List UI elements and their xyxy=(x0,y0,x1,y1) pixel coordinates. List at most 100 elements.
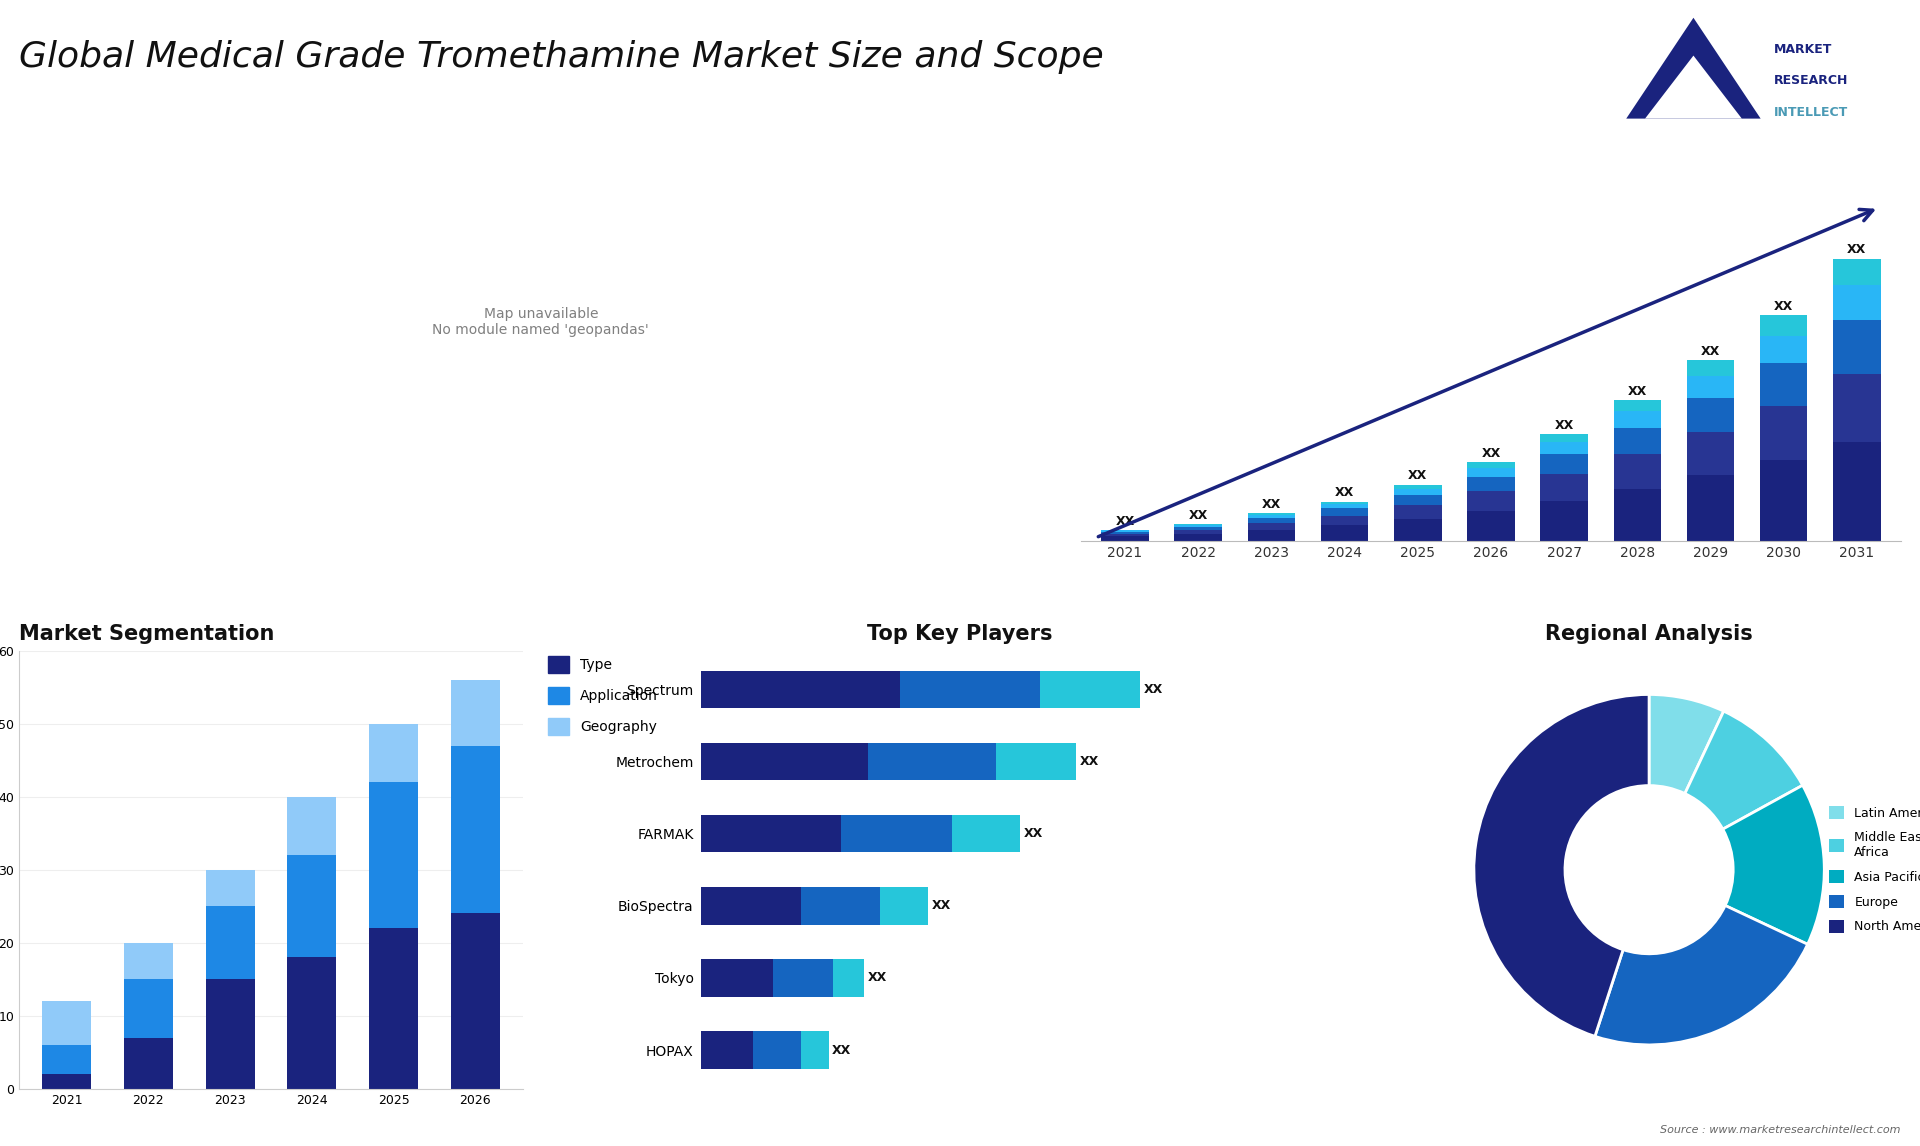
Bar xyxy=(1540,455,1588,474)
Bar xyxy=(123,943,173,979)
Text: XX: XX xyxy=(1701,345,1720,358)
Bar xyxy=(1321,516,1369,525)
Bar xyxy=(451,680,499,746)
Bar xyxy=(1102,536,1148,541)
Wedge shape xyxy=(1596,905,1807,1045)
Bar xyxy=(701,1031,753,1069)
Bar xyxy=(701,743,868,780)
Bar xyxy=(1394,485,1442,488)
Legend: Latin America, Middle East &
Africa, Asia Pacific, Europe, North America: Latin America, Middle East & Africa, Asi… xyxy=(1824,801,1920,939)
Bar xyxy=(1613,427,1661,455)
Bar xyxy=(1175,527,1221,529)
Bar xyxy=(369,928,419,1089)
Text: XX: XX xyxy=(1144,683,1164,696)
Text: XX: XX xyxy=(1261,497,1281,511)
Bar xyxy=(841,815,952,853)
Bar xyxy=(1041,670,1140,708)
Wedge shape xyxy=(1686,712,1803,830)
Text: XX: XX xyxy=(868,972,887,984)
Wedge shape xyxy=(1722,785,1824,944)
Bar xyxy=(369,782,419,928)
Bar xyxy=(1248,513,1296,515)
Bar xyxy=(1688,398,1734,432)
Bar xyxy=(701,959,772,997)
Bar xyxy=(451,746,499,913)
Bar xyxy=(451,913,499,1089)
Bar xyxy=(900,670,1041,708)
Text: XX: XX xyxy=(1334,486,1354,500)
Title: Top Key Players: Top Key Players xyxy=(868,623,1052,644)
Bar xyxy=(1321,525,1369,541)
Bar xyxy=(1688,360,1734,376)
Bar xyxy=(1613,488,1661,541)
Bar xyxy=(1248,518,1296,523)
Bar xyxy=(753,1031,801,1069)
Bar xyxy=(205,870,255,906)
Text: XX: XX xyxy=(1774,300,1793,313)
Bar xyxy=(1102,534,1148,536)
Bar xyxy=(1761,336,1807,363)
Text: Market Segmentation: Market Segmentation xyxy=(19,623,275,644)
Bar xyxy=(1467,511,1515,541)
Bar xyxy=(1321,504,1369,509)
Bar xyxy=(123,1037,173,1089)
Bar xyxy=(1834,375,1882,441)
Bar xyxy=(123,979,173,1037)
Bar xyxy=(1248,515,1296,518)
Bar xyxy=(1834,259,1882,285)
Text: XX: XX xyxy=(1079,755,1098,768)
Bar xyxy=(1688,476,1734,541)
Polygon shape xyxy=(1626,17,1761,118)
Bar xyxy=(1102,532,1148,534)
Text: RESEARCH: RESEARCH xyxy=(1774,74,1849,87)
Text: XX: XX xyxy=(931,900,950,912)
Bar xyxy=(42,1045,90,1074)
Bar xyxy=(1467,477,1515,492)
Bar xyxy=(1613,400,1661,411)
Bar xyxy=(952,815,1020,853)
Bar xyxy=(1540,474,1588,501)
Wedge shape xyxy=(1649,694,1724,793)
Bar xyxy=(868,743,996,780)
Bar xyxy=(1688,376,1734,398)
Text: Map unavailable
No module named 'geopandas': Map unavailable No module named 'geopand… xyxy=(432,307,649,337)
Text: XX: XX xyxy=(1116,515,1135,527)
Bar xyxy=(1394,495,1442,505)
Bar xyxy=(1761,315,1807,336)
Bar xyxy=(288,855,336,957)
Bar xyxy=(1834,441,1882,541)
Bar xyxy=(881,887,929,925)
Text: XX: XX xyxy=(1555,418,1574,432)
Bar xyxy=(42,1002,90,1045)
Bar xyxy=(1175,529,1221,534)
Text: XX: XX xyxy=(1628,385,1647,398)
Title: Regional Analysis: Regional Analysis xyxy=(1546,623,1753,644)
Bar xyxy=(1761,406,1807,460)
Bar xyxy=(288,957,336,1089)
Bar xyxy=(1761,363,1807,406)
Text: XX: XX xyxy=(1188,509,1208,521)
Text: Global Medical Grade Tromethamine Market Size and Scope: Global Medical Grade Tromethamine Market… xyxy=(19,40,1104,74)
Bar xyxy=(1834,321,1882,375)
Bar xyxy=(42,1074,90,1089)
Text: XX: XX xyxy=(1407,470,1427,482)
Bar xyxy=(1248,529,1296,541)
Bar xyxy=(1613,411,1661,427)
Bar xyxy=(1394,519,1442,541)
Bar xyxy=(801,887,881,925)
Bar xyxy=(205,906,255,979)
Bar xyxy=(1394,505,1442,519)
Bar xyxy=(1321,509,1369,516)
Bar xyxy=(1834,285,1882,321)
Bar xyxy=(1467,492,1515,511)
Bar xyxy=(1540,501,1588,541)
Text: INTELLECT: INTELLECT xyxy=(1774,107,1849,119)
Bar xyxy=(1394,488,1442,495)
Bar xyxy=(1613,455,1661,488)
Bar xyxy=(1467,462,1515,468)
Bar xyxy=(1467,468,1515,477)
Bar xyxy=(701,670,900,708)
Wedge shape xyxy=(1475,694,1649,1036)
Bar xyxy=(701,887,801,925)
Text: XX: XX xyxy=(1023,827,1043,840)
